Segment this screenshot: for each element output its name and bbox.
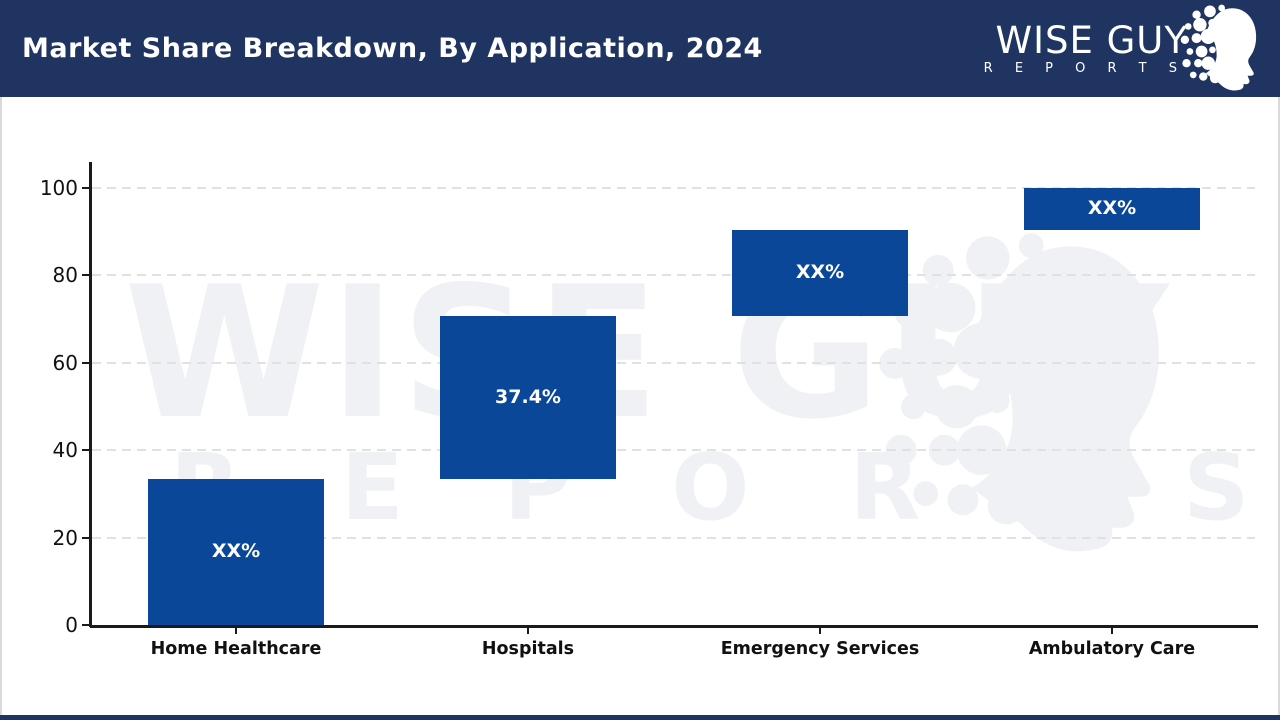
x-tick-label-home-healthcare: Home Healthcare (150, 639, 322, 659)
watermark-head-icon (879, 233, 1159, 552)
brand-logo: WISE GUY R E P O R T S (984, 3, 1266, 95)
gridline-y-100 (92, 186, 1255, 189)
y-tick-mark-20 (82, 536, 90, 539)
header-bar: Market Share Breakdown, By Application, … (0, 0, 1280, 97)
y-tick-label-40: 40 (52, 438, 78, 462)
y-tick-label-80: 80 (52, 263, 78, 287)
y-tick-mark-80 (82, 274, 90, 276)
x-tick-label-hospitals: Hospitals (481, 639, 575, 659)
bar-emergency-services (732, 229, 908, 316)
brand-subtitle: R E P O R T S (983, 60, 1186, 76)
bar-hospitals (440, 315, 616, 480)
y-tick-mark-100 (82, 186, 90, 189)
x-tick-label-ambulatory-care: Ambulatory Care (1028, 639, 1196, 659)
bar-value-label-home-healthcare: XX% (211, 540, 261, 563)
gridline-y-20 (92, 536, 1255, 539)
y-tick-label-60: 60 (52, 350, 78, 375)
plot-area: WISE GUY R E P O R T S 0 20 40 60 80 100 Home … (0, 97, 1280, 715)
y-tick-mark-60 (82, 361, 90, 364)
x-tick-mark-hospitals (527, 627, 529, 634)
x-tick-mark-home-healthcare (235, 627, 237, 634)
y-tick-label-100: 100 (39, 175, 78, 200)
gridline-y-80 (92, 274, 1255, 276)
chart-title: Market Share Breakdown, By Application, … (22, 33, 763, 64)
y-tick-label-0: 0 (65, 613, 78, 637)
y-axis-spine (89, 162, 92, 627)
y-tick-label-20: 20 (52, 525, 78, 550)
brand-name: WISE GUY (995, 18, 1188, 62)
bar-value-label-emergency-services: XX% (795, 260, 845, 283)
gridline-y-60 (92, 361, 1255, 364)
wise-guy-head-icon (1180, 4, 1257, 90)
bar-home-healthcare (148, 479, 324, 625)
bar-ambulatory-care (1024, 187, 1200, 230)
brand-wordmark: WISE GUY R E P O R T S (984, 22, 1188, 76)
x-tick-label-emergency-services: Emergency Services (720, 639, 920, 659)
bar-value-label-ambulatory-care: XX% (1087, 196, 1137, 219)
x-tick-mark-emergency-services (819, 627, 821, 634)
footer-bar (0, 715, 1280, 720)
x-axis-spine (90, 625, 1258, 628)
x-tick-mark-ambulatory-care (1111, 627, 1113, 634)
bar-value-label-hospitals: 37.4% (495, 385, 561, 408)
y-tick-mark-40 (82, 449, 90, 451)
y-tick-mark-0 (82, 624, 90, 626)
gridline-y-40 (92, 449, 1255, 451)
